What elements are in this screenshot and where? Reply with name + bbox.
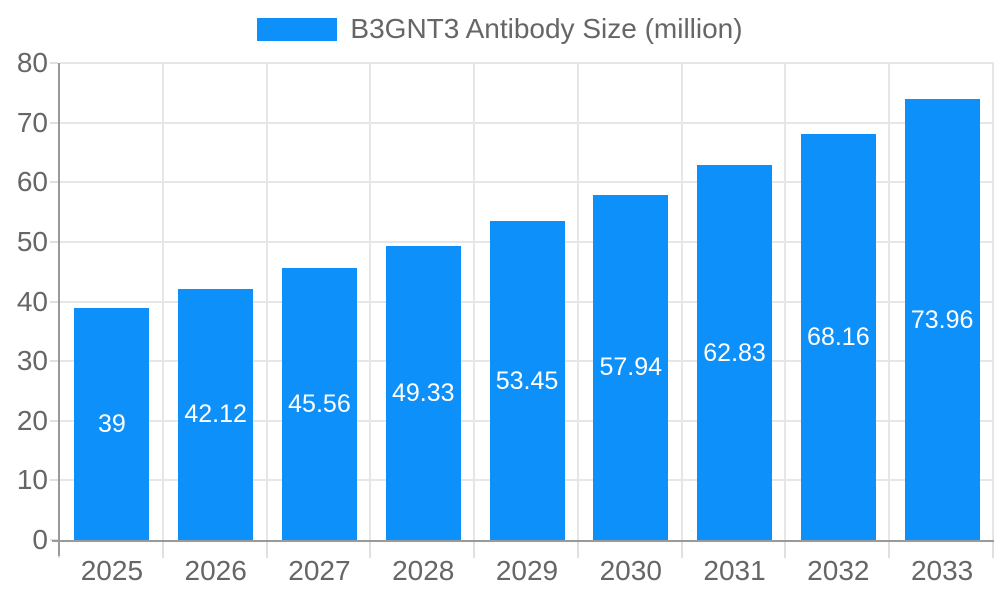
x-axis-line	[52, 540, 994, 542]
gridline-horizontal	[60, 181, 994, 184]
x-axis-label: 2026	[184, 555, 247, 586]
x-axis-tick	[265, 542, 268, 558]
x-axis-tick	[369, 542, 372, 558]
y-axis-tick	[50, 121, 58, 124]
x-axis-label: 2030	[599, 555, 662, 586]
y-axis-tick	[50, 181, 58, 184]
bar-value-label: 68.16	[807, 322, 870, 351]
bar-value-label: 53.45	[495, 366, 559, 395]
y-axis-tick	[50, 360, 58, 363]
bar-2025[interactable]: 39	[74, 307, 150, 540]
x-axis-tick	[680, 542, 683, 558]
legend-item[interactable]: B3GNT3 Antibody Size (million)	[0, 13, 1000, 45]
bar-2033[interactable]: 73.96	[904, 99, 980, 540]
x-axis-tick	[888, 542, 891, 558]
y-axis-tick	[50, 300, 58, 303]
bar-2027[interactable]: 45.56	[281, 268, 357, 540]
x-axis-label: 2027	[288, 555, 351, 586]
gridline-horizontal	[60, 121, 994, 124]
y-axis-label: 50	[16, 225, 48, 257]
y-axis-label: 10	[16, 464, 48, 496]
bar-2031[interactable]: 62.83	[697, 165, 773, 540]
bar-2028[interactable]: 49.33	[385, 245, 461, 540]
y-axis-label: 70	[16, 106, 48, 138]
bar-2029[interactable]: 53.45	[489, 221, 565, 540]
x-axis-label: 2032	[807, 555, 870, 586]
x-axis-label: 2028	[392, 555, 455, 586]
y-axis-tick	[50, 240, 58, 243]
bar-value-label: 73.96	[910, 305, 974, 334]
y-axis-label: 60	[16, 166, 48, 198]
gridline-vertical	[576, 63, 579, 540]
x-axis-label: 2033	[910, 555, 974, 586]
bar-2032[interactable]: 68.16	[800, 133, 876, 540]
x-axis-label: 2029	[495, 555, 559, 586]
x-axis-label: 2031	[703, 555, 766, 586]
bar-value-label: 57.94	[599, 353, 663, 382]
bar-2026[interactable]: 42.12	[178, 288, 254, 540]
x-axis-tick	[473, 542, 476, 558]
x-axis-tick	[576, 542, 579, 558]
y-axis-label: 0	[32, 524, 48, 555]
gridline-vertical	[369, 63, 372, 540]
gridline-vertical	[265, 63, 268, 540]
y-axis-label: 20	[16, 404, 48, 436]
legend-swatch	[257, 17, 338, 41]
y-axis-label: 30	[16, 345, 48, 377]
y-axis-label: 40	[16, 285, 48, 317]
x-axis-tick	[161, 542, 164, 558]
legend-label: B3GNT3 Antibody Size (million)	[350, 13, 743, 44]
bar-2030[interactable]: 57.94	[593, 194, 669, 540]
bar-value-label: 45.56	[288, 390, 351, 419]
y-axis-tick	[50, 62, 58, 64]
gridline-vertical	[784, 63, 787, 540]
y-axis-tick	[50, 419, 58, 422]
y-axis-line	[58, 63, 60, 556]
gridline-vertical	[161, 63, 164, 540]
y-axis-label: 80	[16, 47, 48, 78]
bar-value-label: 42.12	[184, 400, 247, 429]
gridline-vertical	[680, 63, 683, 540]
bar-value-label: 39	[97, 409, 126, 438]
gridline-vertical	[473, 63, 476, 540]
x-axis-tick	[992, 542, 994, 558]
bar-value-label: 49.33	[391, 378, 455, 407]
bar-value-label: 62.83	[703, 338, 766, 367]
plot-area: 0 10 20 30 40 50 60 70 80 39 2025 42.12 2026 45.56 202…	[17, 48, 994, 586]
gridline-horizontal	[60, 62, 994, 64]
x-axis-tick	[784, 542, 787, 558]
gridline-vertical	[992, 63, 994, 540]
y-axis-tick	[50, 479, 58, 482]
gridline-vertical	[888, 63, 891, 540]
x-axis-label: 2025	[80, 555, 144, 586]
